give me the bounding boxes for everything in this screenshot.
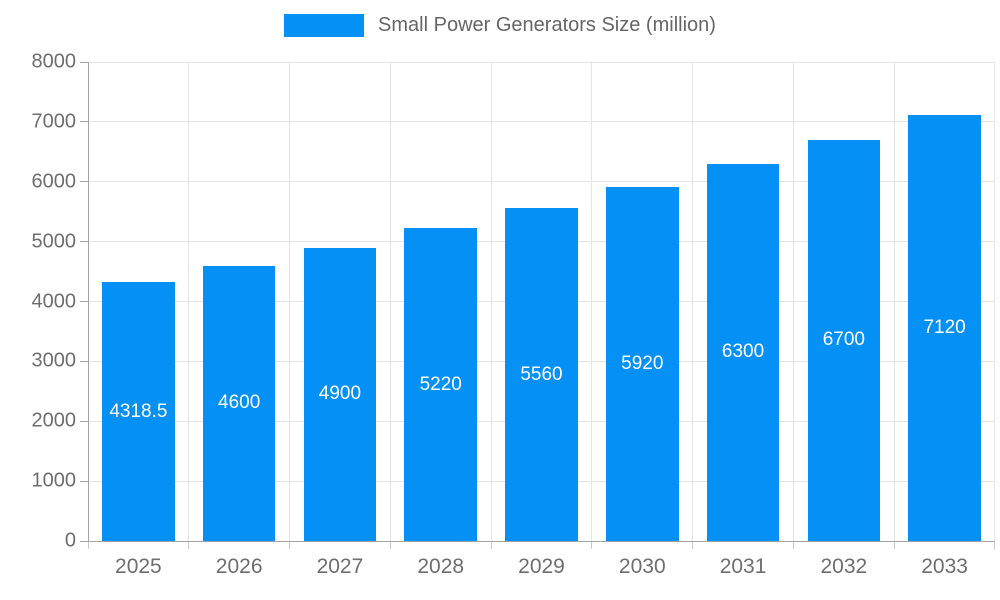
x-gridline bbox=[389, 62, 391, 541]
y-tick-mark bbox=[80, 181, 88, 183]
bar-2032[interactable] bbox=[807, 139, 881, 541]
x-axis-tick-label: 2029 bbox=[518, 555, 565, 578]
x-tick-mark bbox=[893, 541, 895, 549]
y-axis-tick-label: 3000 bbox=[31, 349, 77, 372]
x-axis-tick-label: 2026 bbox=[215, 555, 263, 578]
bar-2026[interactable] bbox=[202, 265, 276, 541]
bar-value-label: 6300 bbox=[721, 341, 765, 363]
y-axis-tick-label: 2000 bbox=[31, 409, 77, 432]
bar-2028[interactable] bbox=[404, 228, 477, 541]
x-tick-mark bbox=[289, 541, 291, 549]
y-tick-mark bbox=[80, 241, 88, 243]
y-tick-mark bbox=[80, 360, 88, 362]
bar-value-label: 7120 bbox=[923, 316, 966, 338]
bar-2031[interactable] bbox=[706, 163, 780, 541]
x-axis-tick-label: 2030 bbox=[618, 555, 666, 578]
x-axis-tick-label: 2033 bbox=[921, 555, 968, 578]
y-tick-mark bbox=[80, 480, 88, 482]
y-gridline bbox=[88, 181, 995, 183]
x-tick-mark bbox=[188, 541, 190, 549]
bar-2033[interactable] bbox=[908, 114, 981, 541]
x-gridline bbox=[490, 62, 492, 541]
x-tick-mark bbox=[87, 541, 89, 549]
y-gridline bbox=[88, 121, 995, 123]
x-gridline bbox=[792, 62, 794, 541]
x-tick-mark bbox=[692, 541, 694, 549]
x-tick-mark bbox=[490, 541, 492, 549]
chart-legend[interactable]: Small Power Generators Size (million) bbox=[0, 14, 1000, 37]
x-axis-line bbox=[88, 541, 995, 542]
x-axis-tick-label: 2028 bbox=[417, 555, 465, 578]
x-axis-tick-label: 2031 bbox=[719, 555, 767, 578]
x-axis-tick-label: 2032 bbox=[820, 555, 868, 578]
plot-area: 0 1000 2000 3000 4000 5000 6000 7000 8000 4318.5 2… bbox=[32, 51, 995, 578]
legend-series-label: Small Power Generators Size (million) bbox=[378, 14, 716, 36]
x-gridline bbox=[591, 62, 593, 541]
y-axis-tick-label: 4000 bbox=[31, 290, 77, 312]
bar-2029[interactable] bbox=[505, 208, 578, 541]
x-gridline bbox=[289, 62, 291, 541]
y-tick-mark bbox=[80, 540, 88, 542]
x-gridline bbox=[188, 62, 190, 541]
y-axis-tick-label: 8000 bbox=[31, 50, 77, 73]
y-axis-tick-label: 0 bbox=[64, 529, 76, 552]
bar-value-label: 4900 bbox=[318, 383, 362, 405]
y-axis-tick-label: 5000 bbox=[31, 230, 77, 253]
y-gridline bbox=[88, 61, 995, 63]
y-axis-tick-label: 6000 bbox=[31, 170, 77, 193]
bar-2025[interactable] bbox=[102, 282, 175, 541]
y-tick-mark bbox=[80, 121, 88, 123]
x-tick-mark bbox=[389, 541, 391, 549]
bar-2027[interactable] bbox=[303, 247, 377, 541]
x-axis-tick-label: 2027 bbox=[316, 555, 364, 578]
legend-color-swatch-icon bbox=[284, 14, 365, 37]
x-axis-tick-label: 2025 bbox=[115, 555, 162, 578]
y-axis-tick-label: 1000 bbox=[31, 469, 77, 492]
x-gridline bbox=[893, 62, 895, 541]
y-tick-mark bbox=[80, 420, 88, 422]
bar-value-label: 5220 bbox=[419, 373, 462, 395]
bar-value-label: 6700 bbox=[822, 329, 865, 351]
x-gridline bbox=[993, 62, 995, 541]
x-tick-mark bbox=[993, 541, 995, 549]
x-tick-mark bbox=[792, 541, 794, 549]
y-tick-mark bbox=[80, 301, 88, 302]
x-tick-mark bbox=[591, 541, 593, 549]
x-gridline bbox=[692, 62, 694, 541]
bar-value-label: 5560 bbox=[520, 363, 563, 385]
bar-value-label: 5920 bbox=[621, 352, 664, 374]
bar-value-label: 4318.5 bbox=[109, 400, 168, 422]
bar-value-label: 4600 bbox=[218, 392, 261, 414]
y-axis-line bbox=[88, 62, 89, 541]
bar-2030[interactable] bbox=[605, 186, 679, 541]
y-tick-mark bbox=[80, 61, 88, 63]
y-axis-tick-label: 7000 bbox=[31, 110, 77, 133]
